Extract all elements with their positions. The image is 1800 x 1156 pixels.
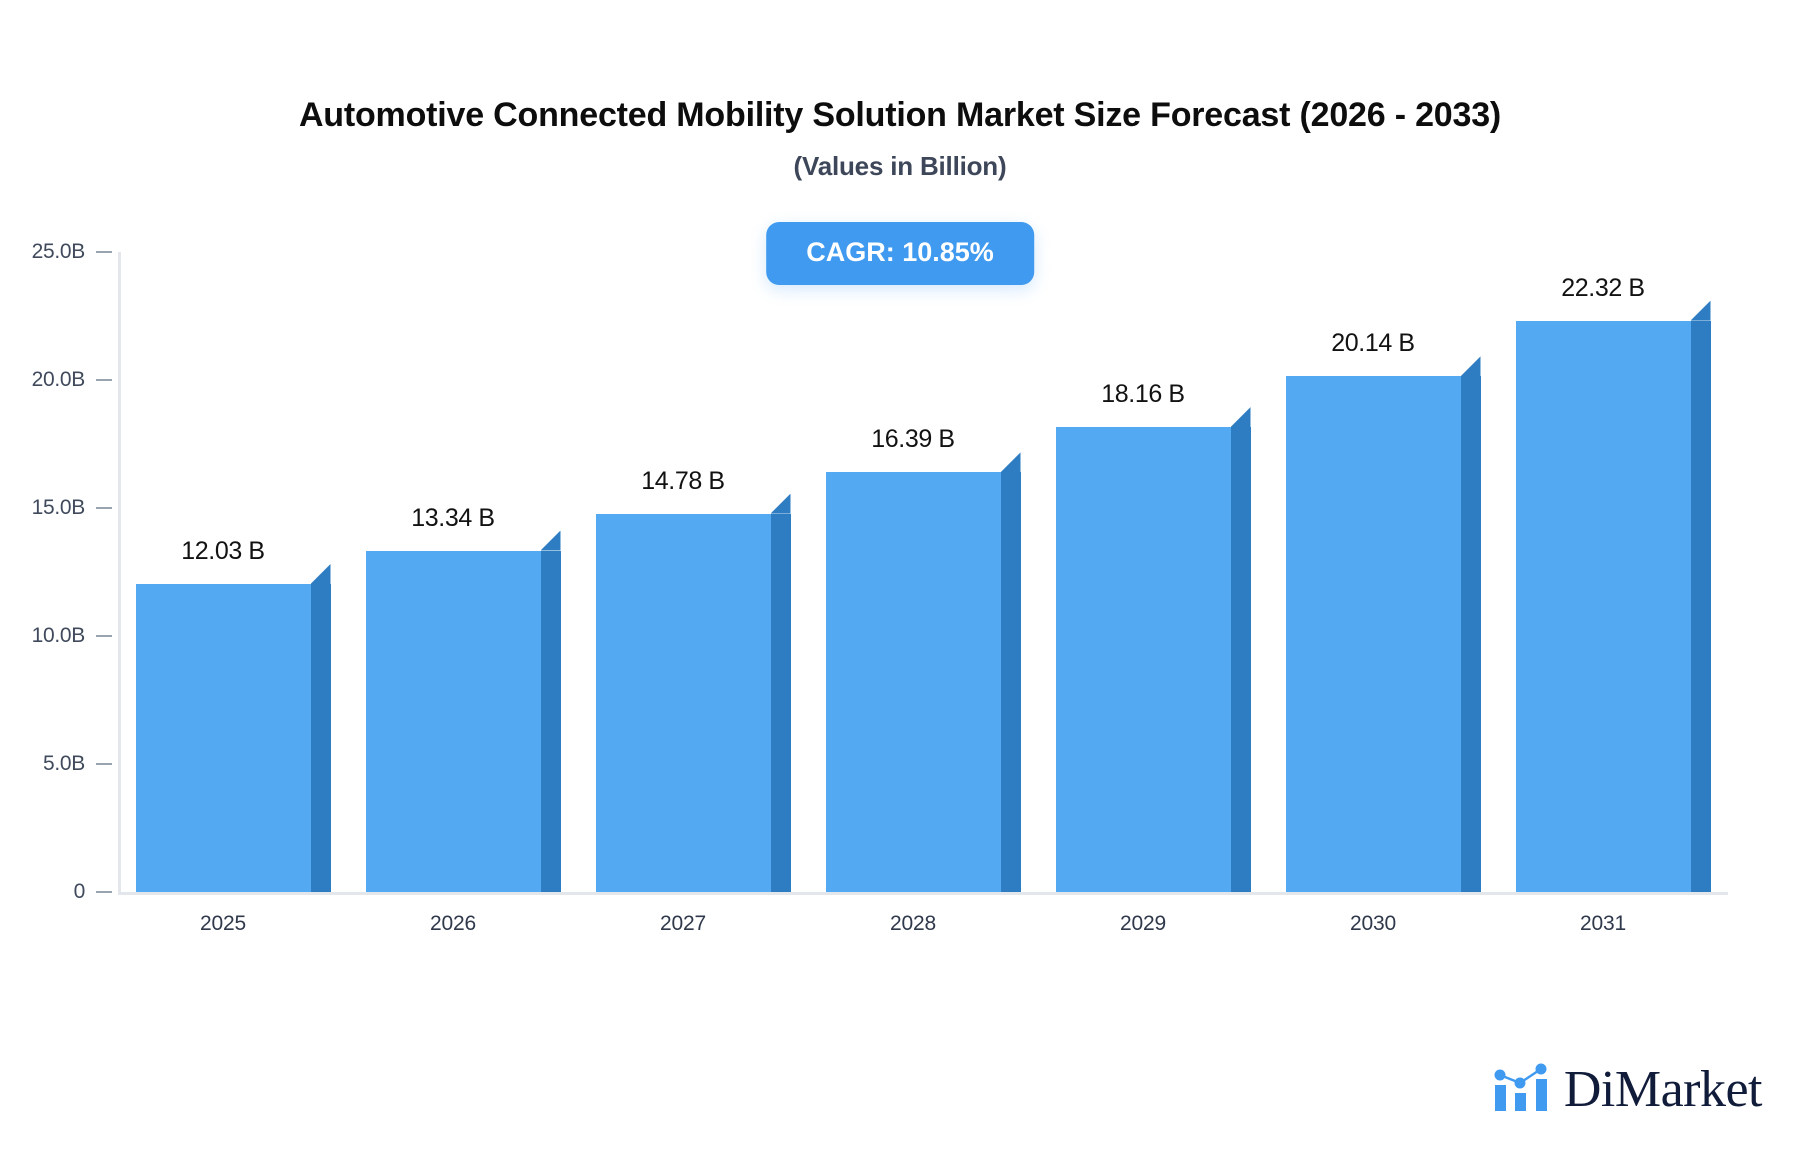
y-axis-tick-mark: [96, 891, 112, 893]
bar-top-face: [1230, 407, 1251, 428]
y-axis-tick: 25.0B: [0, 240, 112, 264]
bar-side-face: [770, 513, 791, 892]
y-axis-tick-label: 25.0B: [31, 240, 86, 263]
y-axis-tick-mark: [96, 763, 112, 765]
bar-side-face: [1690, 320, 1711, 892]
y-axis-tick-mark: [96, 507, 112, 509]
x-axis-tick-label: 2025: [200, 912, 246, 935]
bar-top-face: [1000, 452, 1021, 473]
bar-front-face: [135, 584, 311, 892]
bar-top-face: [770, 493, 791, 514]
bars-layer: 12.03 B 13.34 B 14.78 B 16.39 B 18.16 B 20.14…: [118, 252, 1728, 892]
bar[interactable]: 13.34 B: [365, 504, 561, 892]
bar-value-label: 14.78 B: [641, 466, 725, 495]
bar-top-face: [1460, 356, 1481, 377]
bar-side-face: [540, 550, 561, 892]
y-axis-tick-label: 20.0B: [31, 368, 86, 391]
cagr-badge: CAGR: 10.85%: [766, 222, 1034, 285]
y-axis-tick: 5.0B: [0, 752, 112, 776]
x-axis-tick-label: 2028: [890, 912, 936, 935]
bar-front-face: [1285, 376, 1461, 892]
bar[interactable]: 20.14 B: [1285, 329, 1481, 892]
bar-value-label: 20.14 B: [1331, 329, 1415, 358]
x-axis-tick-label: 2027: [660, 912, 706, 935]
bar[interactable]: 12.03 B: [135, 537, 331, 892]
dimarket-logo: DiMarket: [1492, 1060, 1763, 1118]
bar[interactable]: 14.78 B: [595, 467, 791, 892]
y-axis-line: [118, 252, 121, 892]
y-axis-tick-mark: [96, 635, 112, 637]
x-axis-line: [118, 892, 1728, 895]
chart-header: Automotive Connected Mobility Solution M…: [0, 96, 1800, 182]
bar-front-face: [1515, 320, 1691, 892]
x-axis-tick-label: 2026: [430, 912, 476, 935]
y-axis-tick-label: 0: [73, 880, 86, 903]
y-axis-tick-label: 5.0B: [43, 752, 85, 775]
y-axis-tick-mark: [96, 379, 112, 381]
bar-front-face: [365, 550, 541, 892]
plot-area: 12.03 B 13.34 B 14.78 B 16.39 B 18.16 B 20.14…: [118, 252, 1728, 895]
y-axis-tick: 10.0B: [0, 624, 112, 648]
bar-side-face: [1460, 376, 1481, 892]
bar-top-face: [1690, 300, 1711, 321]
bar-value-label: 22.32 B: [1561, 273, 1645, 302]
bar-side-face: [310, 584, 331, 892]
bar-front-face: [595, 513, 771, 892]
y-axis-tick-label: 15.0B: [31, 496, 86, 519]
bar-top-face: [540, 530, 561, 551]
x-axis-tick-label: 2031: [1580, 912, 1626, 935]
bar-side-face: [1000, 472, 1021, 892]
bar[interactable]: 18.16 B: [1055, 380, 1251, 892]
bar[interactable]: 22.32 B: [1515, 274, 1711, 892]
bar-value-label: 12.03 B: [181, 537, 265, 566]
chart-subtitle: (Values in Billion): [793, 151, 1007, 182]
logo-text: DiMarket: [1563, 1060, 1763, 1118]
y-axis-tick-mark: [96, 251, 112, 253]
bar-chart-icon: [1492, 1061, 1550, 1118]
x-axis-tick-label: 2030: [1350, 912, 1396, 935]
y-axis-tick: 15.0B: [0, 496, 112, 520]
bar-front-face: [1055, 427, 1231, 892]
y-axis-tick: 0: [0, 880, 112, 904]
bar-value-label: 13.34 B: [411, 503, 495, 532]
page-title: Automotive Connected Mobility Solution M…: [298, 96, 1502, 134]
y-axis-tick-label: 10.0B: [31, 624, 86, 647]
bar-value-label: 16.39 B: [871, 425, 955, 454]
y-axis-tick: 20.0B: [0, 368, 112, 392]
bar-value-label: 18.16 B: [1101, 380, 1185, 409]
bar[interactable]: 16.39 B: [825, 425, 1021, 892]
bar-front-face: [825, 472, 1001, 892]
bar-top-face: [310, 564, 331, 585]
bar-side-face: [1230, 427, 1251, 892]
x-axis-tick-label: 2029: [1120, 912, 1166, 935]
